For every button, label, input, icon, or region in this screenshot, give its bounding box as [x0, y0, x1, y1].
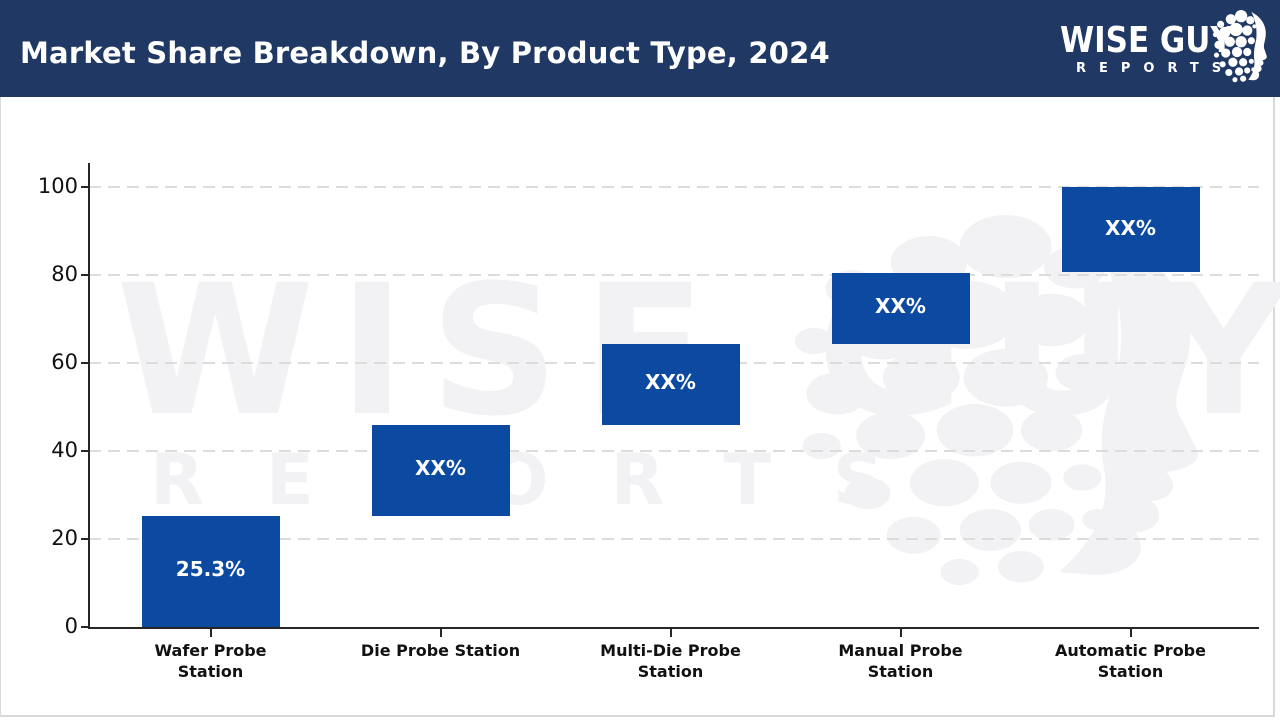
category-label: Wafer Probe Station [154, 641, 267, 681]
bar-value-label: XX% [1105, 215, 1156, 240]
bar-value-label: XX% [875, 294, 926, 319]
x-axis-tick [899, 629, 902, 637]
chart-body-frame [0, 97, 1275, 717]
logo-subtext: REPORTS [1076, 61, 1235, 76]
y-axis-tick [81, 626, 89, 628]
gridline [89, 186, 1259, 188]
bar [601, 344, 740, 425]
x-axis-tick [1129, 629, 1132, 637]
category-label: Manual Probe Station [838, 641, 963, 681]
category-label: Multi-Die Probe Station [600, 641, 741, 681]
bar-value-label: 25.3% [175, 557, 246, 582]
y-tick-label: 100 [37, 174, 78, 198]
y-tick-label: 0 [64, 614, 78, 638]
dotted-face-icon [1212, 10, 1267, 83]
logo-wordmark: WISE GUY [1060, 20, 1233, 61]
gridline [89, 538, 1259, 540]
gridline [89, 450, 1259, 452]
bar-value-label: XX% [415, 456, 466, 481]
category-label: Automatic Probe Station [1055, 641, 1206, 681]
x-axis-tick [439, 629, 442, 637]
x-axis-tick [209, 629, 212, 637]
y-axis-tick [81, 362, 89, 364]
y-tick-label: 40 [51, 438, 78, 462]
y-axis-tick [81, 186, 89, 188]
bar-value-label: XX% [645, 370, 696, 395]
bar [831, 272, 970, 344]
watermark-subtext: REPORTS [150, 439, 946, 521]
bar [371, 424, 510, 516]
header-bar: Market Share Breakdown, By Product Type,… [0, 0, 1280, 97]
y-axis [88, 163, 90, 629]
y-tick-label: 20 [51, 526, 78, 550]
category-label: Die Probe Station [360, 641, 521, 660]
gridline [89, 274, 1259, 276]
y-axis-tick [81, 450, 89, 452]
x-axis [88, 627, 1259, 629]
brand-logo: WISE GUY REPORTS [1020, 6, 1270, 94]
watermark-face-icon [794, 215, 1198, 586]
y-tick-label: 80 [51, 262, 78, 286]
y-axis-tick [81, 538, 89, 540]
y-axis-tick [81, 274, 89, 276]
bar [1061, 187, 1200, 273]
page-title: Market Share Breakdown, By Product Type,… [20, 36, 830, 70]
bar [141, 515, 280, 627]
y-tick-label: 60 [51, 350, 78, 374]
x-axis-tick [669, 629, 672, 637]
